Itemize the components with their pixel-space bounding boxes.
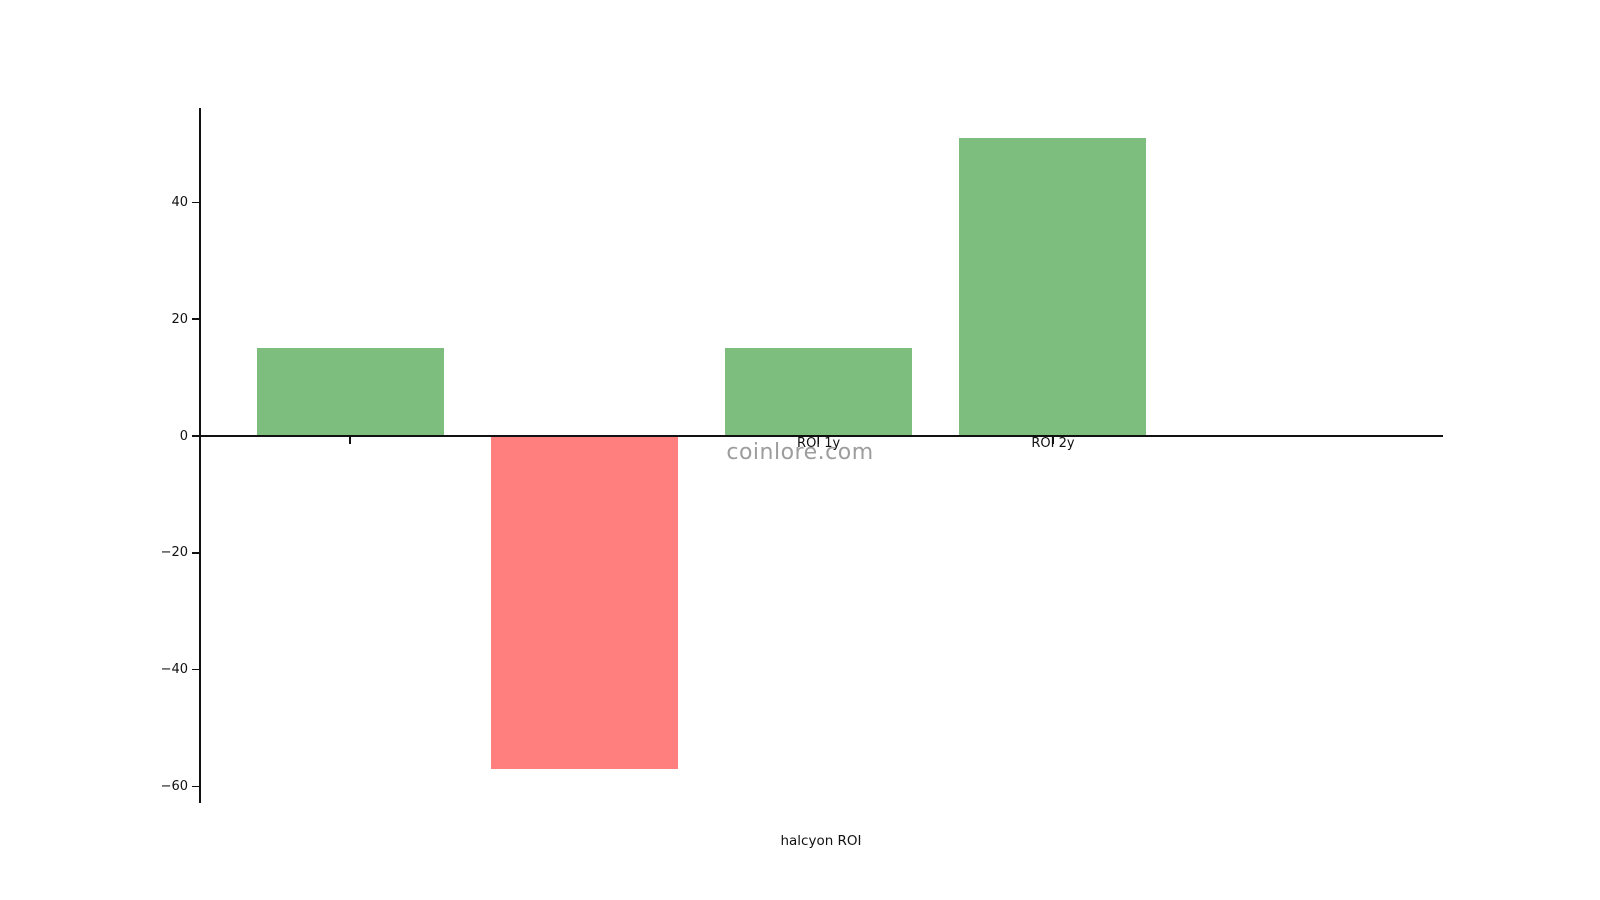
bar-roi-2y (959, 138, 1147, 436)
y-tick-label: 0 (179, 428, 188, 444)
x-tick-mark (817, 436, 820, 444)
y-tick-label: −60 (160, 778, 188, 794)
x-axis-line (199, 435, 1443, 437)
bar-roi-1y (725, 348, 913, 436)
y-tick-mark (192, 668, 200, 671)
y-tick-mark (192, 785, 200, 788)
x-tick-mark (1052, 436, 1054, 444)
y-tick-mark (192, 318, 200, 320)
x-tick-label: ROI 1y (797, 436, 841, 451)
y-tick-label: −20 (160, 545, 188, 561)
y-axis-line (199, 108, 201, 803)
y-tick-label: 20 (171, 311, 188, 327)
y-tick-label: −40 (160, 662, 188, 678)
y-tick-mark (192, 552, 200, 554)
bar-category-2 (490, 436, 678, 769)
y-tick-mark (192, 201, 200, 204)
y-tick-label: 40 (171, 194, 188, 210)
bar-category-1 (256, 348, 444, 436)
x-tick-mark (349, 436, 351, 444)
x-axis-title: halcyon ROI (780, 833, 862, 849)
y-tick-mark (192, 435, 200, 437)
watermark: coinlore.com (726, 440, 874, 465)
x-tick-label: ROI 2y (1031, 436, 1075, 451)
